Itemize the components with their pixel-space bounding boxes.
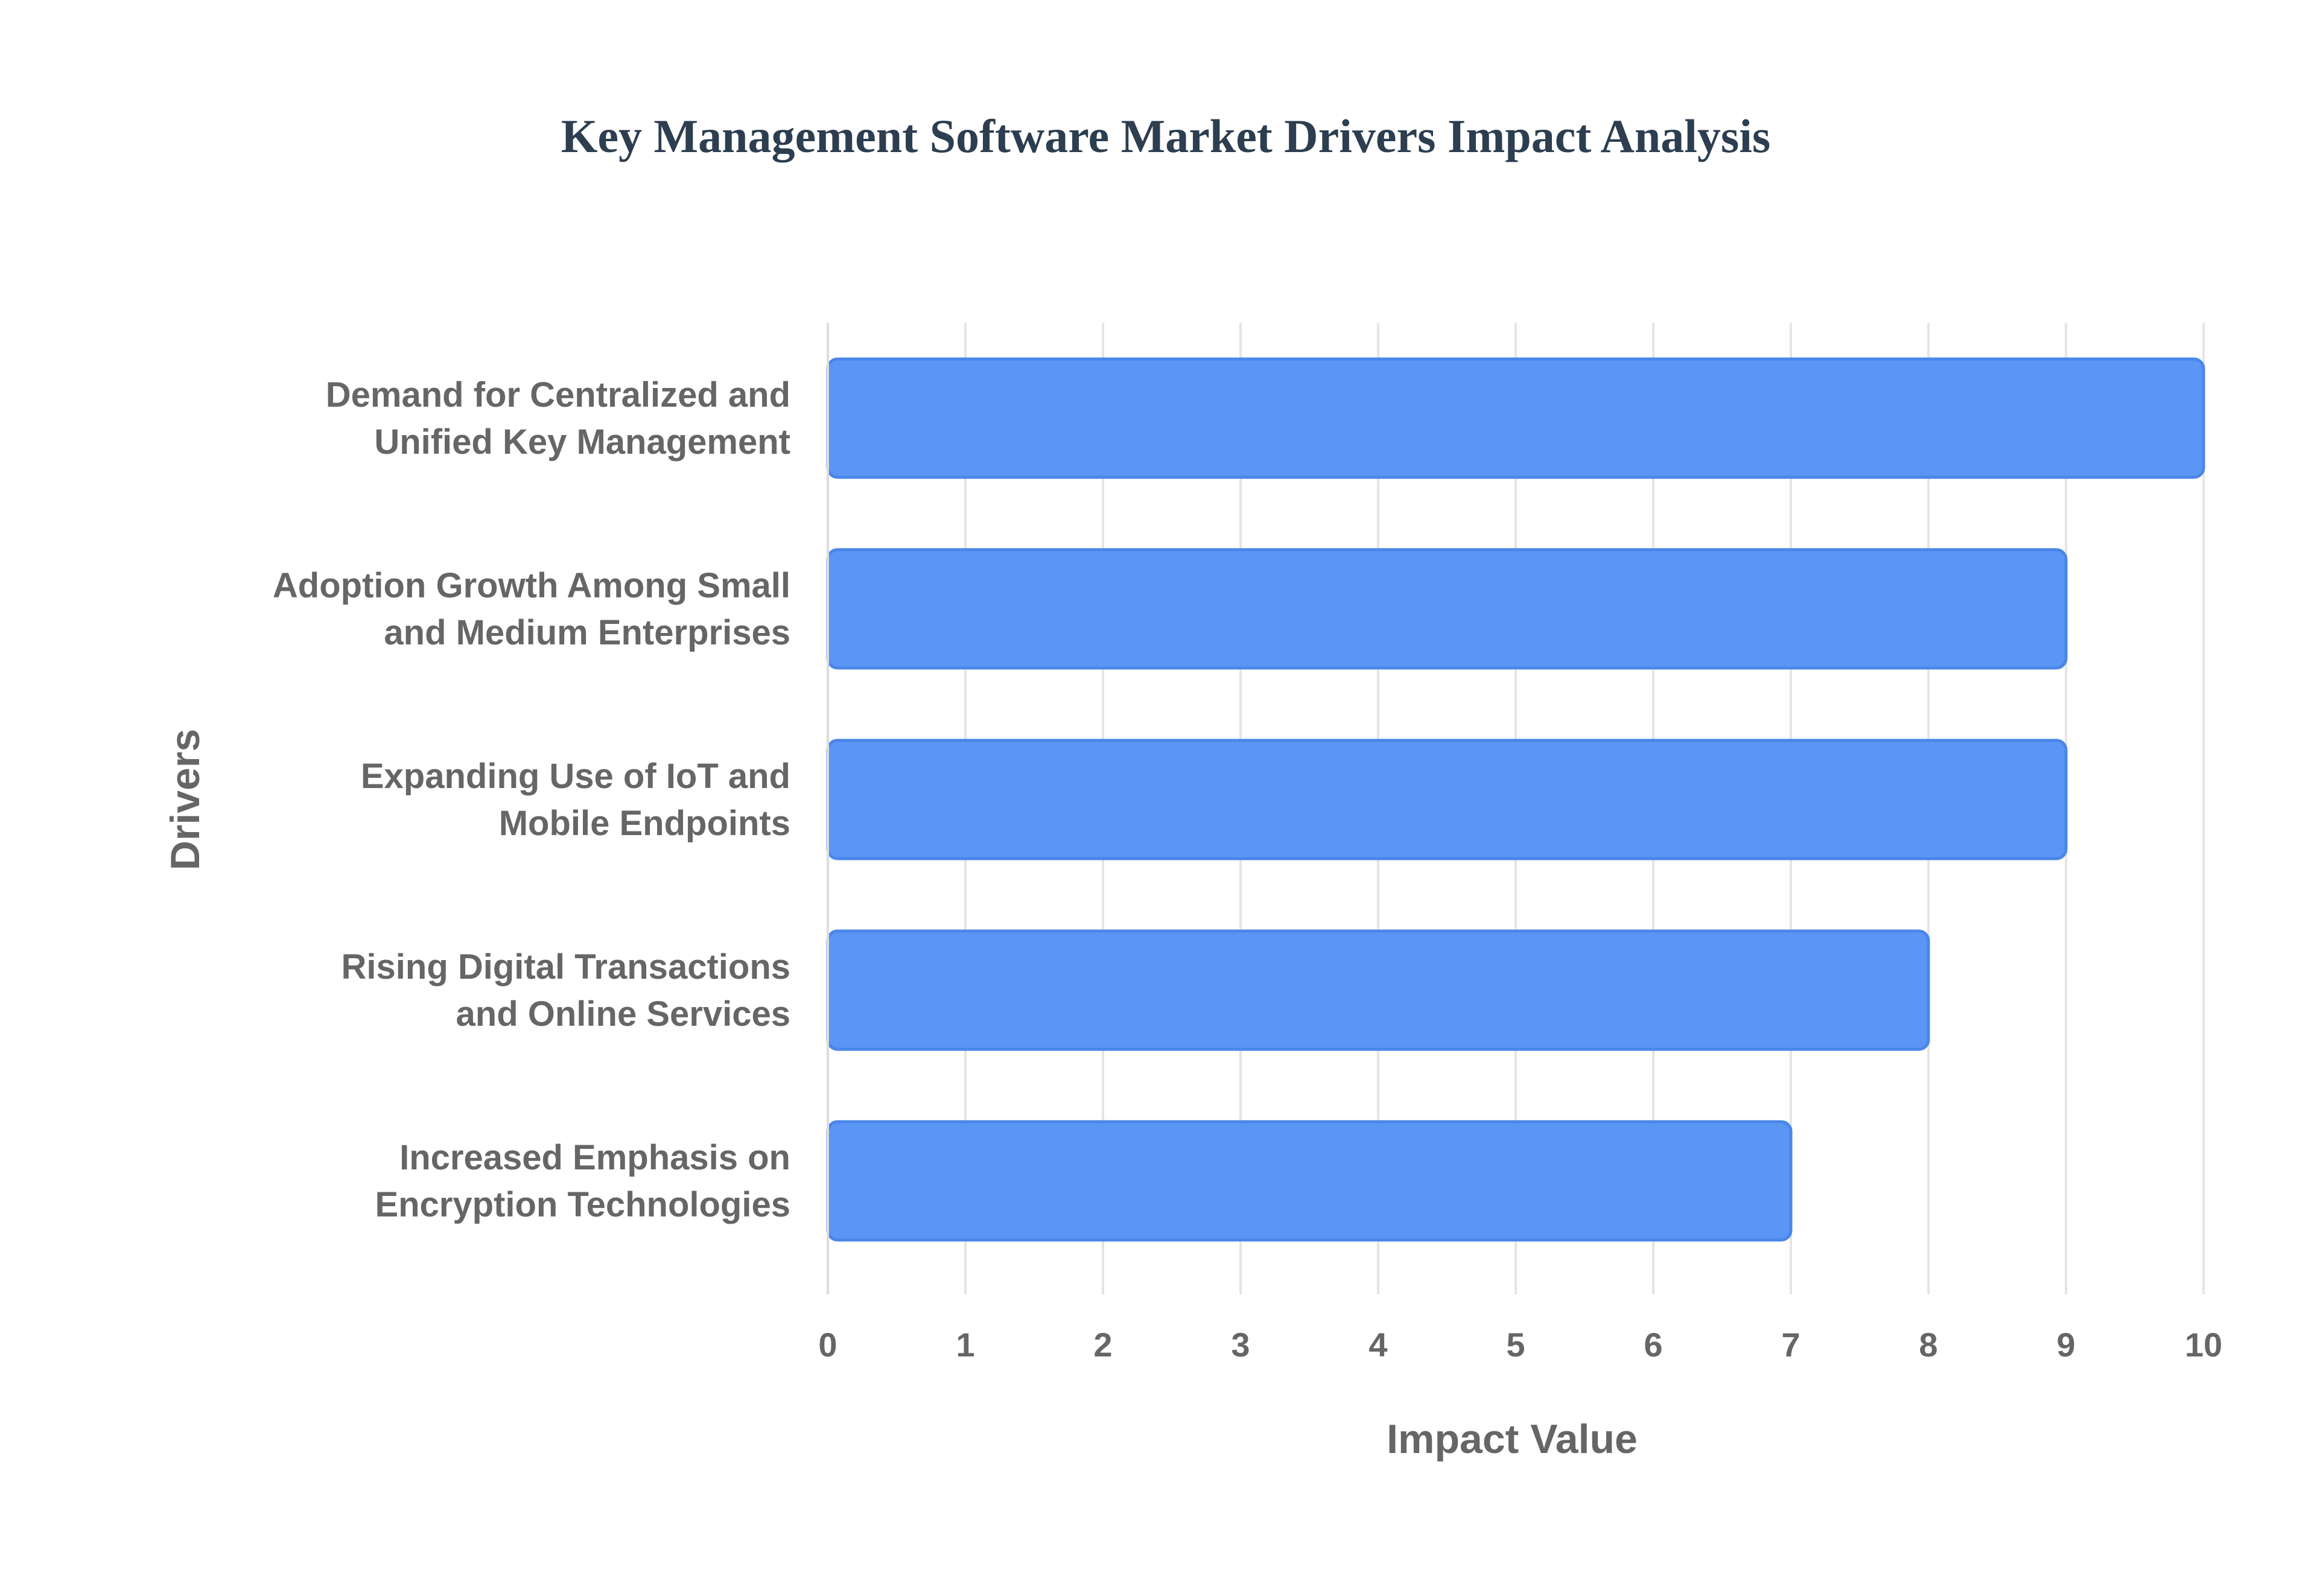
y-tick-label-line: Unified Key Management xyxy=(374,422,790,462)
x-tick-label: 8 xyxy=(1919,1326,1937,1364)
y-tick-label: Rising Digital Transactions and Online Se… xyxy=(342,947,790,1034)
bar xyxy=(826,1120,1793,1242)
y-tick-label-line: Demand for Centralized and xyxy=(326,375,790,415)
x-tick-label: 2 xyxy=(1093,1326,1112,1364)
y-tick-label-line: Adoption Growth Among Small xyxy=(273,566,790,605)
x-tick-label: 0 xyxy=(818,1326,837,1364)
y-tick-label-line: Encryption Technologies xyxy=(375,1185,790,1224)
chart-title: Key Management Software Market Drivers I… xyxy=(561,110,1771,162)
x-tick-label: 6 xyxy=(1644,1326,1662,1364)
bar xyxy=(826,548,2068,670)
bar xyxy=(826,357,2205,479)
y-tick-label-line: Expanding Use of IoT and xyxy=(361,757,790,796)
y-tick-labels: Demand for Centralized and Unified Key Ma… xyxy=(273,375,790,1224)
x-tick-label: 10 xyxy=(2185,1326,2222,1364)
x-tick-labels: 0 1 2 3 4 5 6 7 8 9 10 xyxy=(818,1326,2222,1364)
bar xyxy=(826,739,2068,860)
y-axis-title: Drivers xyxy=(162,729,208,870)
x-axis-title: Impact Value xyxy=(1387,1416,1638,1462)
bar xyxy=(826,929,1930,1051)
bars xyxy=(826,357,2205,1242)
y-tick-label: Demand for Centralized and Unified Key Ma… xyxy=(326,375,790,462)
y-tick-label-line: Rising Digital Transactions xyxy=(342,947,790,987)
y-tick-label-line: Mobile Endpoints xyxy=(499,804,790,843)
y-tick-label-line: Increased Emphasis on xyxy=(399,1138,790,1177)
y-tick-label: Increased Emphasis on Encryption Technolo… xyxy=(375,1138,790,1224)
x-tick-label: 3 xyxy=(1231,1326,1250,1364)
y-tick-label: Adoption Growth Among Small and Medium En… xyxy=(273,566,790,652)
x-tick-label: 1 xyxy=(956,1326,974,1364)
y-tick-label: Expanding Use of IoT and Mobile Endpoints xyxy=(361,757,790,843)
y-tick-label-line: and Online Services xyxy=(456,994,790,1034)
x-tick-label: 9 xyxy=(2056,1326,2075,1364)
y-tick-label-line: and Medium Enterprises xyxy=(384,613,790,652)
x-tick-label: 4 xyxy=(1368,1326,1387,1364)
x-tick-label: 7 xyxy=(1781,1326,1800,1364)
x-tick-label: 5 xyxy=(1506,1326,1525,1364)
